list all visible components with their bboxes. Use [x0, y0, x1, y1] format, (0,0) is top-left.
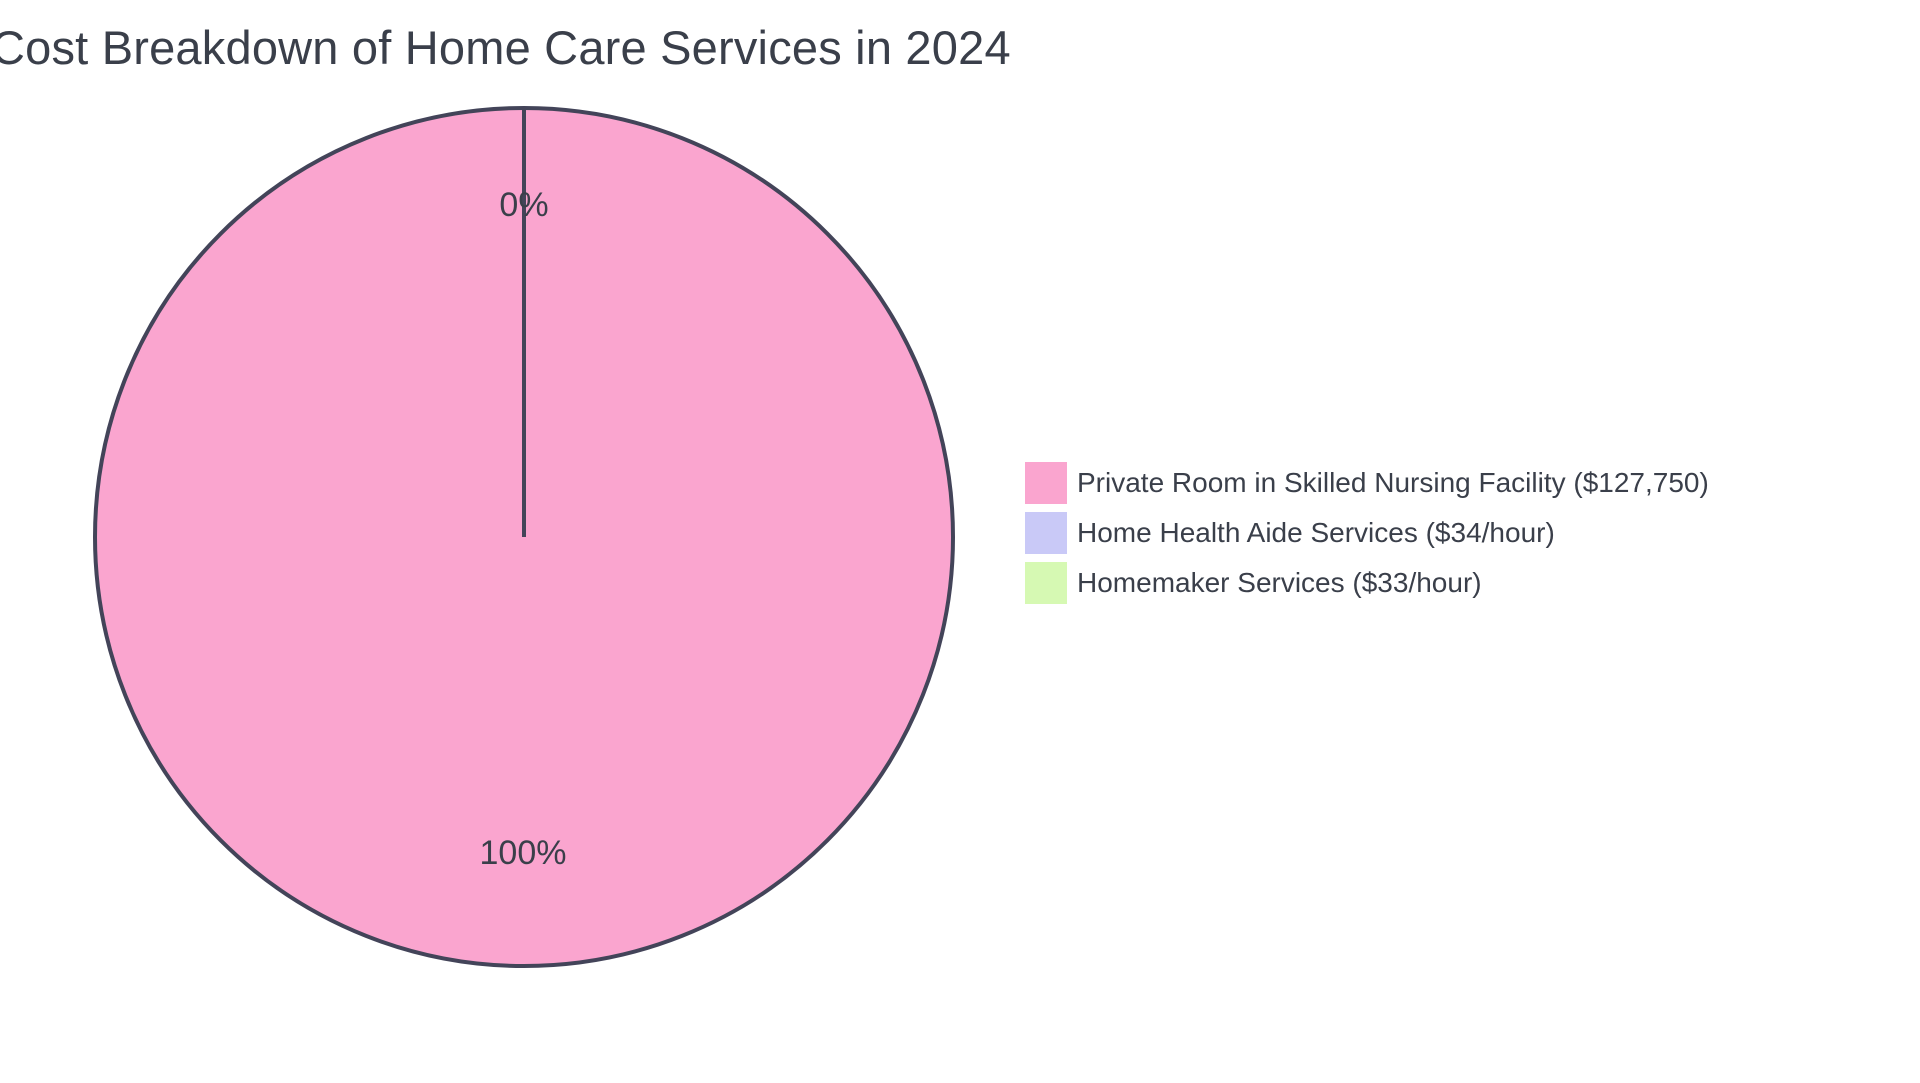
legend-swatch-private-room — [1025, 462, 1067, 504]
legend-label-home-health-aide: Home Health Aide Services ($34/hour) — [1077, 517, 1555, 548]
legend-label-homemaker: Homemaker Services ($33/hour) — [1077, 567, 1482, 598]
legend-label-private-room: Private Room in Skilled Nursing Facility… — [1077, 467, 1709, 498]
chart-title: Cost Breakdown of Home Care Services in … — [0, 21, 1011, 74]
legend: Private Room in Skilled Nursing Facility… — [1025, 462, 1709, 604]
legend-swatch-homemaker — [1025, 562, 1067, 604]
pie-percent-label-top: 0% — [499, 186, 548, 224]
legend-swatch-home-health-aide — [1025, 512, 1067, 554]
legend-item: Home Health Aide Services ($34/hour) — [1025, 512, 1709, 554]
legend-item: Private Room in Skilled Nursing Facility… — [1025, 462, 1709, 504]
pie-percent-label-bottom: 100% — [480, 834, 567, 872]
legend-item: Homemaker Services ($33/hour) — [1025, 562, 1709, 604]
